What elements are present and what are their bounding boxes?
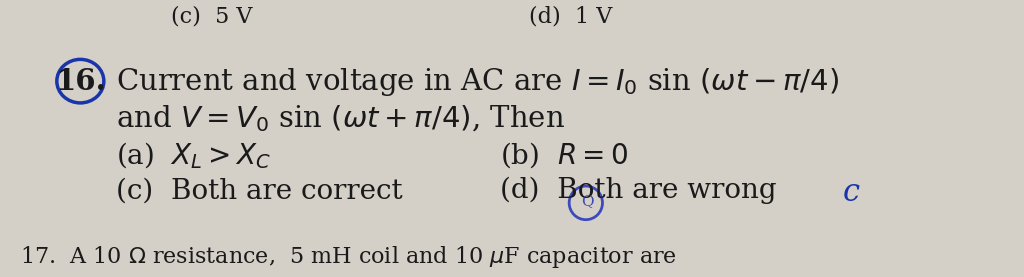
Text: 17.  A 10 $\Omega$ resistance,  5 mH coil and 10 $\mu$F capacitor are: 17. A 10 $\Omega$ resistance, 5 mH coil …	[19, 244, 677, 270]
Text: (d)  Both are wrong: (d) Both are wrong	[500, 177, 776, 204]
Text: Current and voltage in AC are $I = I_0$ sin $( \omega t - \pi/4)$: Current and voltage in AC are $I = I_0$ …	[116, 66, 839, 98]
Text: (d)  1 V: (d) 1 V	[529, 6, 612, 28]
Text: 16.: 16.	[55, 67, 105, 96]
Text: (c)  5 V: (c) 5 V	[171, 6, 253, 28]
Text: c: c	[843, 177, 859, 208]
Text: and $V = V_0$ sin $(\omega t + \pi/4)$, Then: and $V = V_0$ sin $(\omega t + \pi/4)$, …	[116, 103, 564, 134]
Text: (a)  $X_L > X_C$: (a) $X_L > X_C$	[116, 140, 270, 171]
Text: (b)  $R = 0$: (b) $R = 0$	[500, 140, 628, 170]
Text: (c)  Both are correct: (c) Both are correct	[116, 177, 402, 204]
Text: Q: Q	[582, 194, 594, 208]
